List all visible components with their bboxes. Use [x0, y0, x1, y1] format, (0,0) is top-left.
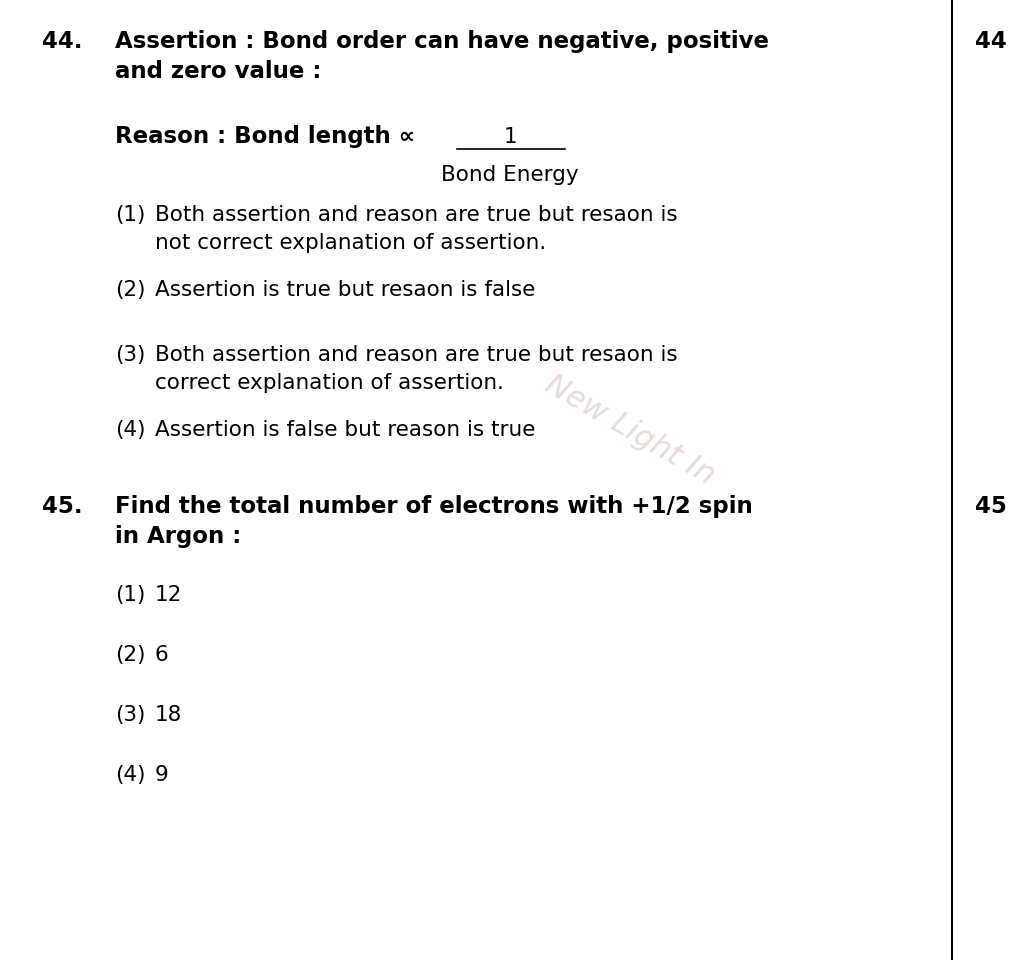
- Text: (4): (4): [115, 420, 145, 440]
- Text: 18: 18: [155, 705, 182, 725]
- Text: Assertion : Bond order can have negative, positive: Assertion : Bond order can have negative…: [115, 30, 769, 53]
- Text: Assertion is true but resaon is false: Assertion is true but resaon is false: [155, 280, 536, 300]
- Text: 6: 6: [155, 645, 169, 665]
- Text: Assertion is false but reason is true: Assertion is false but reason is true: [155, 420, 536, 440]
- Text: Both assertion and reason are true but resaon is: Both assertion and reason are true but r…: [155, 205, 678, 225]
- Text: 45: 45: [975, 495, 1007, 518]
- Text: (1): (1): [115, 205, 145, 225]
- Text: (4): (4): [115, 765, 145, 785]
- Text: (3): (3): [115, 345, 145, 365]
- Text: 44: 44: [975, 30, 1007, 53]
- Text: New Light In: New Light In: [540, 370, 720, 491]
- Text: (2): (2): [115, 645, 145, 665]
- Text: Reason : Bond length ∝: Reason : Bond length ∝: [115, 125, 415, 148]
- Text: (1): (1): [115, 585, 145, 605]
- Text: 44.: 44.: [42, 30, 83, 53]
- Text: Bond Energy: Bond Energy: [441, 165, 579, 185]
- Text: (3): (3): [115, 705, 145, 725]
- Text: 1: 1: [503, 127, 517, 147]
- Text: Find the total number of electrons with +1/2 spin: Find the total number of electrons with …: [115, 495, 753, 518]
- Text: and zero value :: and zero value :: [115, 60, 322, 83]
- Text: 9: 9: [155, 765, 169, 785]
- Text: correct explanation of assertion.: correct explanation of assertion.: [155, 373, 504, 393]
- Text: 45.: 45.: [42, 495, 83, 518]
- Text: Both assertion and reason are true but resaon is: Both assertion and reason are true but r…: [155, 345, 678, 365]
- Text: not correct explanation of assertion.: not correct explanation of assertion.: [155, 233, 546, 253]
- Text: 12: 12: [155, 585, 182, 605]
- Text: (2): (2): [115, 280, 145, 300]
- Text: in Argon :: in Argon :: [115, 525, 242, 548]
